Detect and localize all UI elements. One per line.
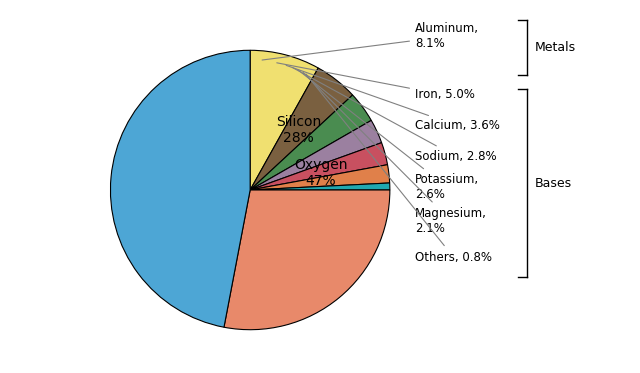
Text: Potassium,
2.6%: Potassium, 2.6% (298, 70, 479, 201)
Text: Iron, 5.0%: Iron, 5.0% (276, 63, 475, 101)
Wedge shape (250, 50, 318, 190)
Wedge shape (111, 50, 250, 327)
Wedge shape (250, 183, 390, 190)
Wedge shape (250, 68, 353, 190)
Wedge shape (250, 142, 388, 190)
Text: Aluminum,
8.1%: Aluminum, 8.1% (262, 22, 479, 60)
Text: Silicon
28%: Silicon 28% (276, 115, 321, 145)
Text: Others, 0.8%: Others, 0.8% (306, 74, 492, 264)
Text: Metals: Metals (535, 41, 576, 54)
Text: Bases: Bases (535, 176, 572, 189)
Wedge shape (250, 120, 381, 190)
Wedge shape (224, 190, 390, 330)
Wedge shape (250, 164, 390, 190)
Wedge shape (250, 95, 371, 190)
Text: Calcium, 3.6%: Calcium, 3.6% (286, 65, 500, 132)
Text: Oxygen
47%: Oxygen 47% (294, 158, 348, 188)
Text: Magnesium,
2.1%: Magnesium, 2.1% (303, 72, 487, 235)
Text: Sodium, 2.8%: Sodium, 2.8% (293, 68, 497, 163)
